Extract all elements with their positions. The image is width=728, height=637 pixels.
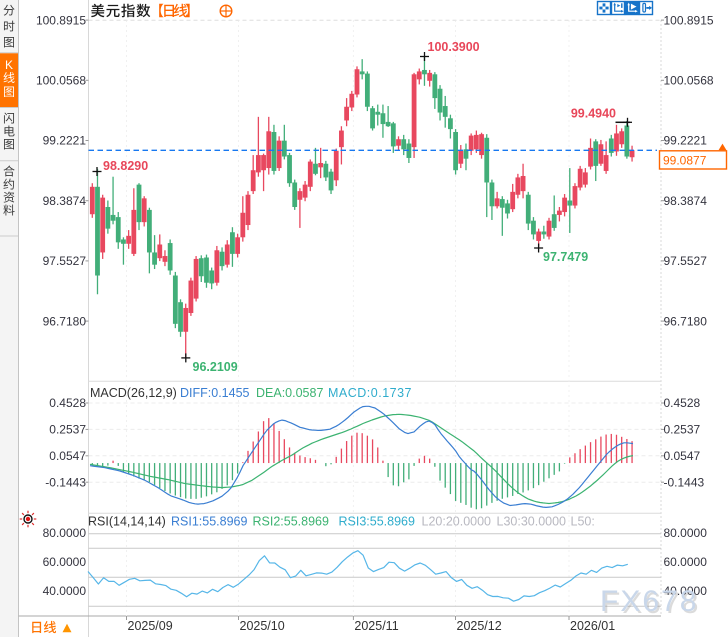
- svg-text:DIFF:0.1455: DIFF:0.1455: [180, 386, 250, 400]
- svg-text:97.7479: 97.7479: [543, 250, 588, 264]
- svg-text:96.2109: 96.2109: [193, 360, 238, 374]
- svg-text:MACD:0.1737: MACD:0.1737: [328, 386, 412, 400]
- svg-text:-0.1443: -0.1443: [45, 475, 86, 489]
- svg-text:L30:30.0000: L30:30.0000: [497, 515, 567, 529]
- svg-text:2026/01: 2026/01: [570, 619, 615, 633]
- svg-text:2025/12: 2025/12: [457, 619, 502, 633]
- svg-text:RSI2:55.8969: RSI2:55.8969: [253, 515, 329, 529]
- svg-text:97.5527: 97.5527: [664, 254, 708, 268]
- svg-text:98.8290: 98.8290: [103, 159, 148, 173]
- svg-text:80.0000: 80.0000: [43, 526, 87, 540]
- svg-text:96.7180: 96.7180: [43, 314, 87, 328]
- svg-text:100.8915: 100.8915: [664, 13, 714, 27]
- svg-text:100.3900: 100.3900: [428, 40, 480, 54]
- svg-text:L20:20.0000: L20:20.0000: [422, 515, 492, 529]
- svg-text:0.0547: 0.0547: [49, 449, 86, 463]
- svg-text:2025/10: 2025/10: [240, 619, 285, 633]
- svg-text:100.0568: 100.0568: [664, 74, 714, 88]
- svg-text:L50:: L50:: [571, 515, 595, 529]
- svg-text:RSI1:55.8969: RSI1:55.8969: [171, 515, 247, 529]
- svg-text:100.8915: 100.8915: [36, 13, 86, 27]
- svg-text:2025/11: 2025/11: [354, 619, 398, 633]
- svg-text:0.2537: 0.2537: [664, 423, 701, 437]
- svg-text:RSI(14,14,14): RSI(14,14,14): [88, 515, 166, 529]
- svg-text:FX678: FX678: [600, 585, 698, 618]
- svg-text:0.0547: 0.0547: [664, 449, 701, 463]
- svg-text:-0.1443: -0.1443: [664, 475, 705, 489]
- svg-text:99.2221: 99.2221: [43, 134, 87, 148]
- svg-text:99.4940: 99.4940: [571, 107, 616, 121]
- svg-text:2025/09: 2025/09: [128, 619, 173, 633]
- svg-text:40.0000: 40.0000: [43, 584, 87, 598]
- svg-text:FX678: FX678: [602, 587, 700, 620]
- svg-text:98.3874: 98.3874: [664, 194, 708, 208]
- svg-text:DEA:0.0587: DEA:0.0587: [256, 386, 323, 400]
- svg-text:0.4528: 0.4528: [49, 396, 86, 410]
- svg-text:98.3874: 98.3874: [43, 194, 87, 208]
- svg-text:60.0000: 60.0000: [664, 555, 708, 569]
- svg-text:96.7180: 96.7180: [664, 314, 708, 328]
- svg-text:K: K: [5, 58, 13, 72]
- svg-text:0.4528: 0.4528: [664, 396, 701, 410]
- svg-text:40.0000: 40.0000: [664, 584, 708, 598]
- svg-text:99.2221: 99.2221: [664, 134, 708, 148]
- svg-text:MACD(26,12,9): MACD(26,12,9): [90, 386, 177, 400]
- svg-text:0.2537: 0.2537: [49, 423, 86, 437]
- svg-text:RSI3:55.8969: RSI3:55.8969: [339, 515, 415, 529]
- svg-text:99.0877: 99.0877: [663, 154, 707, 168]
- svg-text:60.0000: 60.0000: [43, 555, 87, 569]
- svg-text:100.0568: 100.0568: [36, 74, 86, 88]
- svg-text:80.0000: 80.0000: [664, 526, 708, 540]
- svg-text:97.5527: 97.5527: [43, 254, 87, 268]
